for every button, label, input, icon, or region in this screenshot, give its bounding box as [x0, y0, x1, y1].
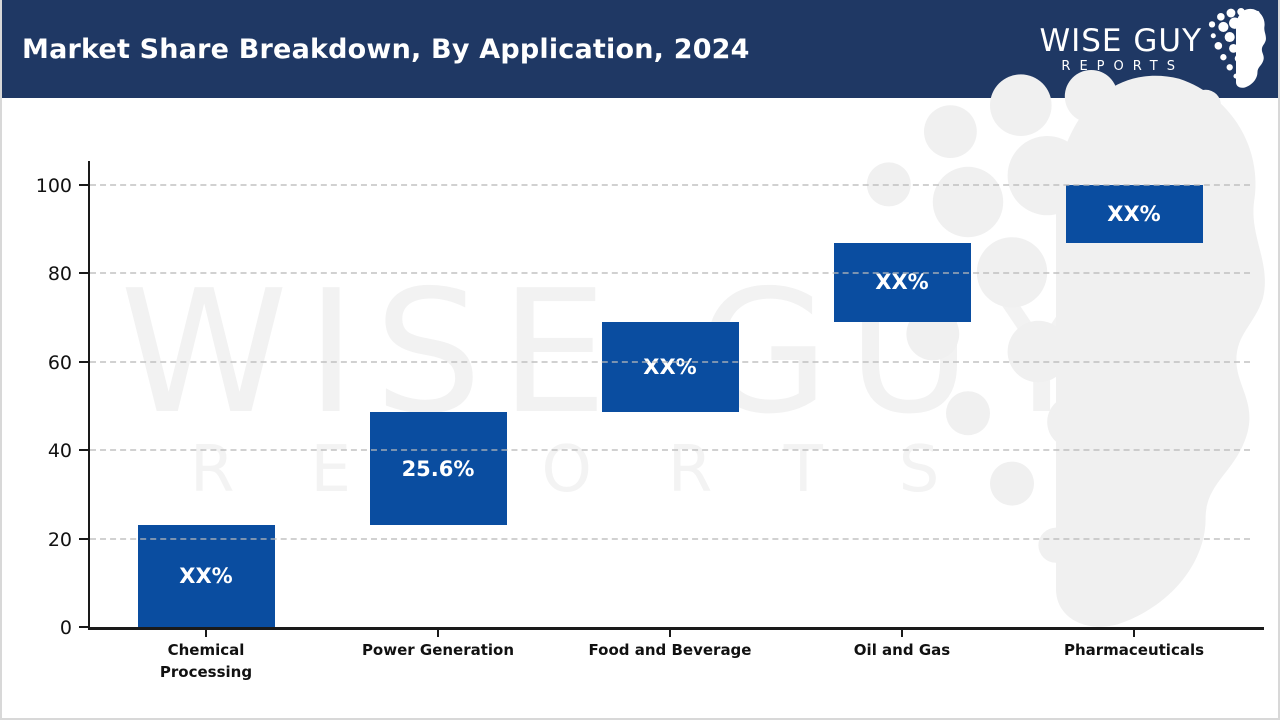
- y-tick-label: 20: [47, 528, 72, 551]
- watermark-subtext: REPORTS: [190, 433, 1016, 507]
- wise-guy-reports-logo: WISE GUY REPORTS: [1039, 8, 1278, 90]
- y-axis-tick: [79, 184, 90, 187]
- x-axis-tick: [205, 630, 207, 637]
- category-label: Pharmaceuticals: [1063, 641, 1205, 659]
- gridline: [90, 360, 1250, 363]
- category-label: Oil and Gas: [853, 641, 951, 659]
- gridline: [90, 184, 1250, 187]
- waterfall-bar: 25.6%: [369, 412, 507, 526]
- bar-value-label: 25.6%: [401, 456, 475, 481]
- dotted-head-icon: [1208, 8, 1266, 88]
- plot-area: 0 20 40 60 80 100 XX% 25.6% XX% XX% XX%: [36, 163, 1250, 639]
- x-axis-tick: [437, 630, 439, 637]
- y-tick-label: 100: [35, 175, 72, 198]
- bar-value-label: XX%: [643, 355, 697, 380]
- y-tick-label: 80: [47, 263, 72, 286]
- category-label: Food and Beverage: [588, 641, 752, 659]
- y-tick-label: 0: [59, 617, 72, 639]
- y-tick-label: 40: [47, 440, 72, 463]
- y-axis-tick: [79, 537, 90, 540]
- page-title: Market Share Breakdown, By Application, …: [22, 33, 750, 65]
- gridline: [90, 537, 1250, 540]
- y-axis-tick: [79, 272, 90, 275]
- y-axis-tick: [79, 449, 90, 452]
- waterfall-bar: XX%: [601, 322, 739, 413]
- logo-wordmark: WISE GUY: [1039, 22, 1202, 59]
- header-bar: Market Share Breakdown, By Application, …: [2, 0, 1278, 98]
- y-axis-tick: [79, 360, 90, 363]
- bar-value-label: XX%: [1107, 201, 1161, 226]
- waterfall-bar: XX%: [833, 242, 971, 323]
- waterfall-bar: XX%: [1065, 185, 1203, 243]
- x-axis-line: [88, 627, 1264, 630]
- y-tick-label: 60: [47, 351, 72, 374]
- category-label: Power Generation: [361, 641, 515, 659]
- gridline: [90, 272, 1250, 275]
- logo-text: WISE GUY REPORTS: [1039, 22, 1202, 74]
- category-label: Chemical Processing: [159, 641, 253, 681]
- x-axis-labels: Chemical Processing Power Generation Food …: [90, 630, 1250, 710]
- gridline: [90, 449, 1250, 452]
- y-axis-tick: [79, 626, 90, 628]
- x-axis-tick: [1133, 630, 1135, 637]
- x-axis-tick: [669, 630, 671, 637]
- y-axis-line: [88, 161, 90, 630]
- logo-subtext: REPORTS: [1061, 58, 1185, 74]
- x-axis-tick: [901, 630, 903, 637]
- waterfall-bar: XX%: [137, 525, 275, 627]
- bar-value-label: XX%: [179, 564, 233, 589]
